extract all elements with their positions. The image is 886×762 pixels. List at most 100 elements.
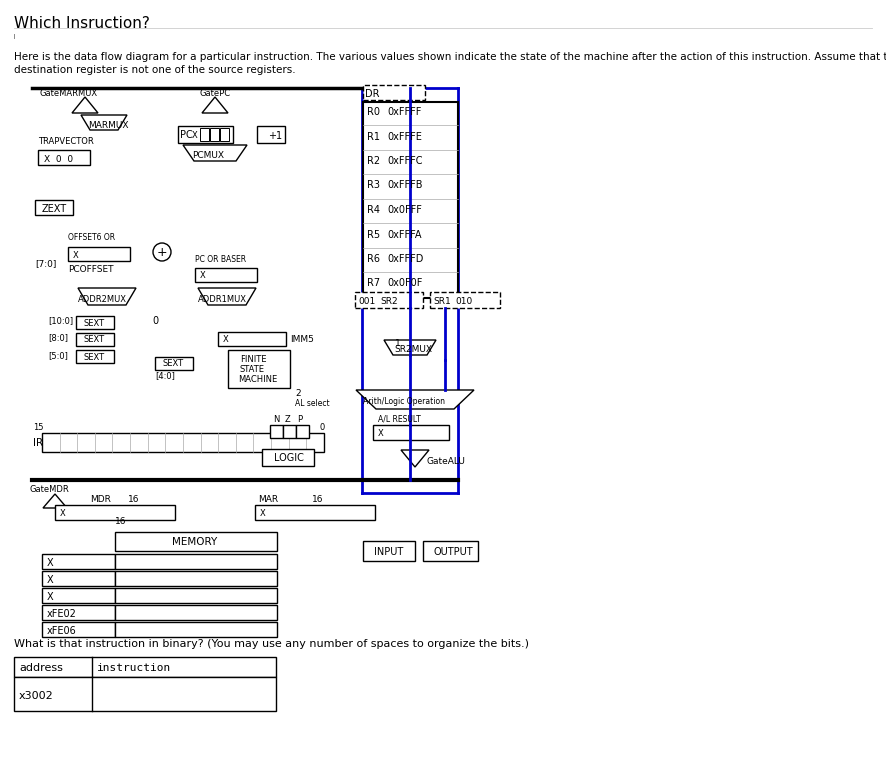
Text: STATE: STATE [240, 366, 265, 374]
Text: PCMUX: PCMUX [192, 151, 224, 159]
Text: GateMDR: GateMDR [30, 485, 70, 495]
Text: INPUT: INPUT [374, 547, 403, 557]
Bar [430, 292, 500, 308]
Bar [115, 532, 277, 551]
Text: R0: R0 [367, 107, 380, 117]
Bar [373, 425, 449, 440]
Bar [262, 449, 314, 466]
Text: IMM5: IMM5 [290, 335, 314, 344]
Text: ZEXT: ZEXT [42, 204, 67, 214]
Text: SR2MUX: SR2MUX [394, 345, 432, 354]
Bar [220, 128, 229, 141]
Text: X: X [378, 428, 384, 437]
Text: 0xFFFC: 0xFFFC [387, 156, 423, 166]
Text: X: X [47, 592, 54, 602]
Bar [257, 126, 285, 143]
Bar [115, 554, 277, 569]
Text: X: X [47, 558, 54, 568]
Bar [218, 332, 286, 346]
Text: 0xFFFE: 0xFFFE [387, 132, 422, 142]
Text: PC OR BASER: PC OR BASER [195, 255, 246, 264]
Bar [76, 333, 114, 346]
Text: 0xFFFB: 0xFFFB [387, 181, 423, 190]
Text: X: X [260, 508, 266, 517]
Text: 16: 16 [115, 517, 127, 526]
Bar [42, 433, 324, 452]
Text: A/L RESULT: A/L RESULT [378, 415, 421, 424]
Bar [363, 102, 458, 298]
Bar [42, 622, 115, 637]
Text: DR: DR [365, 89, 379, 99]
Text: R1: R1 [367, 132, 380, 142]
Text: 0x0F0F: 0x0F0F [387, 278, 423, 289]
Bar [423, 541, 478, 561]
Text: address: address [19, 663, 63, 673]
Bar [76, 350, 114, 363]
Text: 1: 1 [395, 338, 400, 347]
Text: MDR: MDR [90, 495, 111, 504]
Bar [35, 200, 73, 215]
Text: SEXT: SEXT [84, 319, 105, 328]
Text: P: P [297, 415, 302, 424]
Bar [296, 425, 309, 438]
Bar [210, 128, 219, 141]
Text: Z: Z [285, 415, 291, 424]
Text: X: X [192, 130, 198, 139]
Text: PC: PC [180, 130, 193, 140]
Bar [355, 292, 423, 308]
Text: AL select: AL select [295, 399, 330, 408]
Text: GateMARMUX: GateMARMUX [40, 88, 98, 98]
Polygon shape [183, 145, 247, 161]
Text: SEXT: SEXT [84, 335, 105, 344]
Polygon shape [78, 288, 136, 305]
Text: destination register is not one of the source registers.: destination register is not one of the s… [14, 65, 296, 75]
Text: R7: R7 [367, 278, 380, 289]
Bar [270, 425, 283, 438]
Bar [42, 588, 115, 603]
Text: IR: IR [33, 438, 43, 448]
Text: 0xFFFA: 0xFFFA [387, 229, 422, 239]
Text: X: X [60, 508, 66, 517]
Bar [178, 126, 233, 143]
Text: 0: 0 [152, 316, 158, 326]
Text: X: X [200, 271, 206, 280]
Text: Arith/Logic Operation: Arith/Logic Operation [363, 396, 445, 405]
Bar [76, 316, 114, 329]
Bar [255, 505, 375, 520]
Text: MARMUX: MARMUX [88, 120, 128, 130]
Text: 0xFFFD: 0xFFFD [387, 254, 424, 264]
Polygon shape [198, 288, 256, 305]
Text: MAR: MAR [258, 495, 278, 504]
Text: 0x0FFF: 0x0FFF [387, 205, 422, 215]
Text: Here is the data flow diagram for a particular instruction. The various values s: Here is the data flow diagram for a part… [14, 52, 886, 62]
Bar [195, 268, 257, 282]
Polygon shape [356, 390, 474, 409]
Bar [68, 247, 130, 261]
Text: xFE02: xFE02 [47, 609, 77, 619]
Text: PCOFFSET: PCOFFSET [68, 265, 113, 274]
Text: OUTPUT: OUTPUT [434, 547, 474, 557]
Bar [115, 571, 277, 586]
Bar [14, 657, 276, 677]
Bar [42, 554, 115, 569]
Bar [55, 505, 175, 520]
Bar [38, 150, 90, 165]
Text: instruction: instruction [97, 663, 171, 673]
Bar [115, 622, 277, 637]
Text: Which Insruction?: Which Insruction? [14, 16, 150, 31]
Text: R2: R2 [367, 156, 380, 166]
Text: What is that instruction in binary? (You may use any number of spaces to organiz: What is that instruction in binary? (You… [14, 639, 529, 649]
Text: [5:0]: [5:0] [48, 351, 68, 360]
Bar [115, 605, 277, 620]
Text: [4:0]: [4:0] [155, 372, 175, 380]
Text: R3: R3 [367, 181, 380, 190]
Bar [115, 588, 277, 603]
Text: x3002: x3002 [19, 691, 54, 701]
Text: +1: +1 [268, 131, 282, 141]
Text: 16: 16 [312, 495, 323, 504]
Text: SEXT: SEXT [163, 360, 184, 369]
Text: R6: R6 [367, 254, 380, 264]
Text: [10:0]: [10:0] [48, 316, 74, 325]
Bar [363, 541, 415, 561]
Polygon shape [81, 115, 127, 130]
